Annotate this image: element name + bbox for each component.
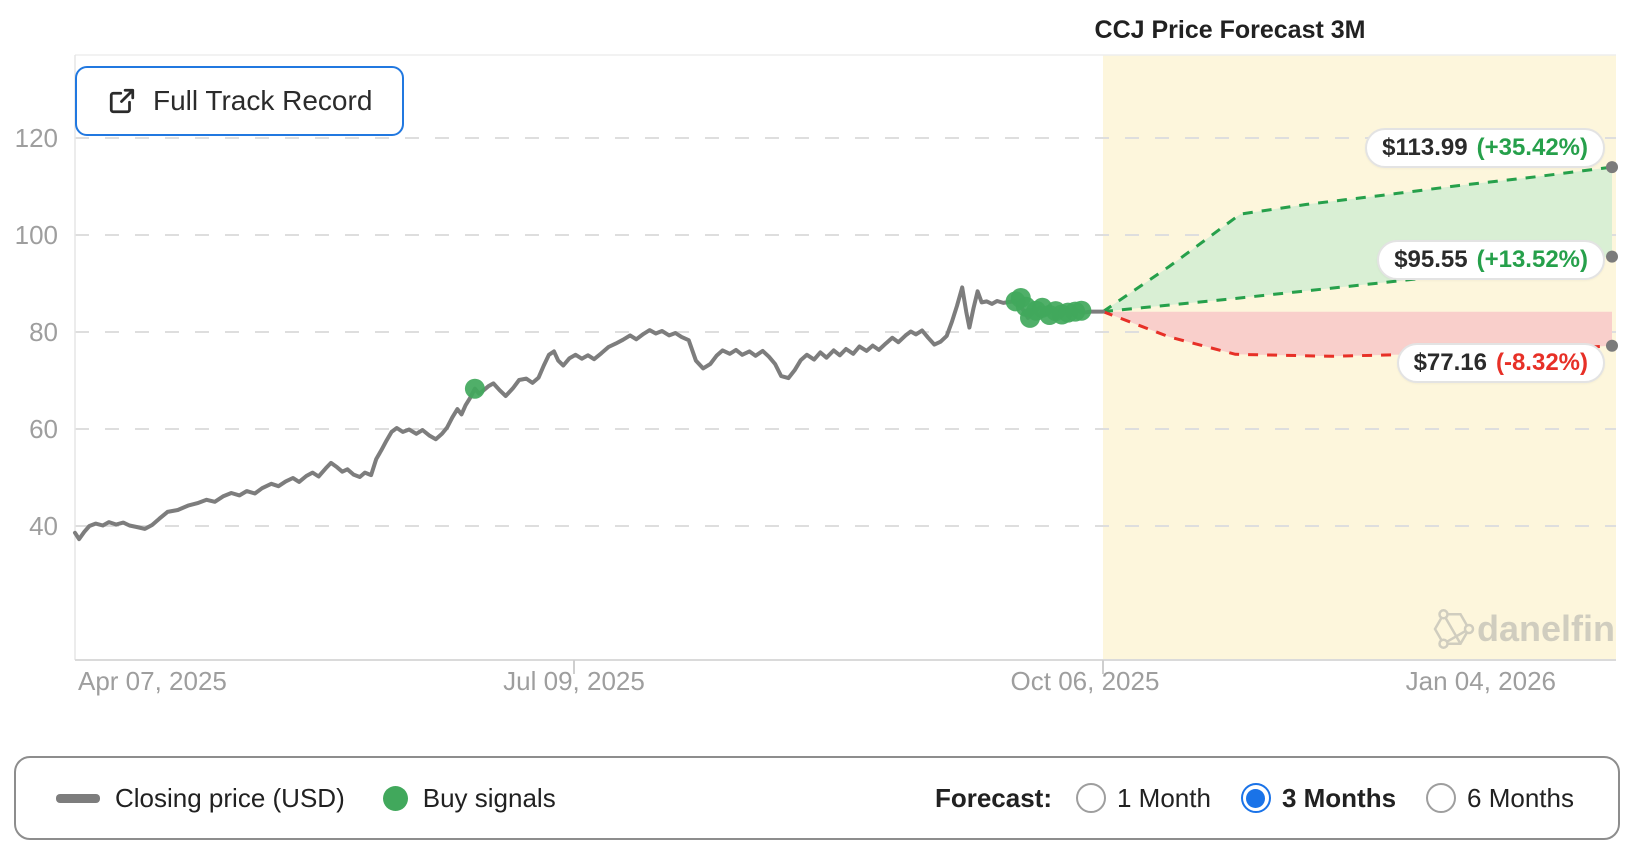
chart-title: CCJ Price Forecast 3M xyxy=(1094,16,1366,44)
y-axis-tick-label: 100 xyxy=(15,220,58,250)
buy-signal-dot xyxy=(464,378,485,399)
bull-forecast-line xyxy=(1102,165,1613,313)
closing-price-line xyxy=(73,285,1105,542)
option-label-1-month: 1 Month xyxy=(1116,782,1211,813)
full-track-record-button[interactable]: Full Track Record xyxy=(75,66,405,136)
buy-signals-label: Buy signals xyxy=(422,782,556,813)
y-axis-tick-label: 80 xyxy=(29,317,58,347)
x-axis-tick-label: Jan 04, 2026 xyxy=(1406,666,1556,696)
forecast-label: Forecast: xyxy=(934,782,1052,813)
bear-price: $77.16 xyxy=(1413,349,1487,376)
buy-signal-dot xyxy=(1071,300,1092,321)
radio-1-month[interactable] xyxy=(1075,783,1106,813)
radio-6-months[interactable] xyxy=(1426,783,1457,813)
external-link-icon xyxy=(107,86,137,116)
legend-series-group: Closing price (USD) Buy signals xyxy=(56,783,556,814)
mid-percent: (+13.52%) xyxy=(1476,246,1588,273)
forecast-label-bull: $113.99 (+35.42%) xyxy=(1365,128,1605,168)
closing-price-line-swatch xyxy=(56,793,100,803)
radio-3-months[interactable] xyxy=(1240,783,1271,813)
legend-item-buy-signals: Buy signals xyxy=(382,782,556,814)
closing-price-label: Closing price (USD) xyxy=(115,782,345,813)
y-axis-tick-label: 40 xyxy=(29,511,58,541)
bull-band xyxy=(1103,167,1612,312)
option-label-6-months: 6 Months xyxy=(1467,782,1574,813)
forecast-options-group: Forecast: 1 Month 3 Months 6 Months xyxy=(935,783,1574,814)
y-axis-tick-label: 60 xyxy=(29,414,58,444)
x-axis-tick-label: Apr 07, 2025 xyxy=(78,666,227,696)
bear-percent: (-8.32%) xyxy=(1495,349,1588,376)
danelfin-logo-icon xyxy=(1433,609,1475,649)
legend-bar: Closing price (USD) Buy signals Forecast… xyxy=(14,756,1620,840)
y-axis-tick-label: 120 xyxy=(15,123,58,153)
bull-price: $113.99 xyxy=(1382,134,1468,161)
buy-signal-dot-swatch xyxy=(382,785,408,811)
mid-price: $95.55 xyxy=(1394,246,1468,273)
full-track-record-label: Full Track Record xyxy=(153,85,373,116)
bull-percent: (+35.42%) xyxy=(1476,134,1588,161)
forecast-option-6-months[interactable]: 6 Months xyxy=(1426,783,1574,814)
forecast-label-bear: $77.16 (-8.32%) xyxy=(1396,343,1605,383)
forecast-endpoint-dot xyxy=(1606,161,1618,174)
x-axis-tick-label: Oct 06, 2025 xyxy=(1011,666,1160,696)
forecast-endpoint-dot xyxy=(1606,250,1618,263)
x-axis-tick-label: Jul 09, 2025 xyxy=(503,666,645,696)
legend-item-closing-price: Closing price (USD) xyxy=(56,783,345,814)
forecast-option-3-months[interactable]: 3 Months xyxy=(1240,782,1397,814)
forecast-endpoint-dot xyxy=(1606,339,1618,352)
forecast-option-1-month[interactable]: 1 Month xyxy=(1075,782,1211,814)
danelfin-watermark: danelfin xyxy=(1477,608,1615,649)
forecast-label-mid: $95.55 (+13.52%) xyxy=(1377,240,1605,280)
option-label-3-months: 3 Months xyxy=(1281,782,1397,813)
